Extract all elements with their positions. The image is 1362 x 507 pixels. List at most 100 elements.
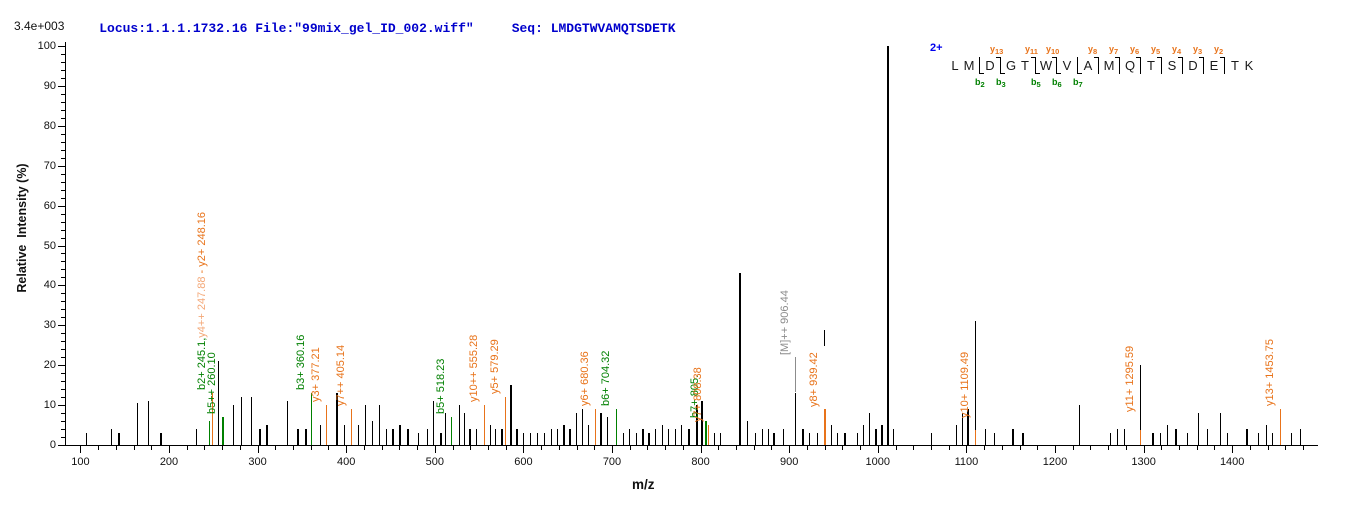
peak-label: b3+ 360.16 <box>294 334 307 391</box>
x-tick <box>346 446 348 453</box>
residue: W <box>1039 57 1053 73</box>
x-tick <box>98 446 100 450</box>
b-ion-label: b5 <box>1031 76 1041 89</box>
peak <box>1290 433 1293 445</box>
y-tick <box>61 189 65 191</box>
peak <box>1166 425 1169 445</box>
x-axis-line <box>65 445 1318 446</box>
peak <box>667 429 670 445</box>
x-tick <box>1090 446 1092 450</box>
y-tick <box>61 333 65 335</box>
x-tick <box>736 446 738 450</box>
fragment-line <box>1119 56 1120 74</box>
y-tick <box>61 197 65 199</box>
y-tick <box>61 309 65 311</box>
x-tick <box>1303 446 1305 450</box>
x-tick-label: 200 <box>159 456 179 468</box>
peak <box>464 413 466 445</box>
x-tick <box>984 446 986 450</box>
x-tick <box>1143 446 1145 453</box>
peak <box>844 433 846 445</box>
y-tick <box>61 389 65 391</box>
peak-label-segment: - y2+ 248.16 <box>195 212 208 274</box>
residue: M <box>963 57 975 73</box>
y-axis-line <box>65 42 66 445</box>
residue: M <box>1103 57 1115 73</box>
x-tick <box>452 446 454 450</box>
peak <box>259 429 261 445</box>
peak <box>654 429 656 445</box>
x-tick <box>222 446 224 450</box>
peak <box>875 429 877 445</box>
x-tick-label: 800 <box>691 456 710 468</box>
peak <box>1197 413 1200 445</box>
x-tick-label: 600 <box>514 456 533 468</box>
y-tick <box>58 125 65 127</box>
x-tick <box>1249 446 1251 450</box>
y-tick-label: 70 <box>43 159 56 172</box>
y-tick <box>61 341 65 343</box>
b-ion-arm <box>1077 72 1082 74</box>
fragment-line <box>1140 56 1141 74</box>
y-ion-arm <box>1094 56 1099 58</box>
peak <box>588 425 590 445</box>
y-tick <box>61 69 65 71</box>
y-ion-label: y7 <box>1109 43 1119 56</box>
peak <box>628 429 631 445</box>
peak <box>458 405 461 445</box>
x-tick-label: 1300 <box>1131 456 1156 468</box>
peak <box>696 405 698 445</box>
peak <box>266 425 268 445</box>
peak <box>635 433 638 445</box>
peak <box>550 429 553 445</box>
peak <box>868 413 871 445</box>
peak-label: y6+ 680.36 <box>578 351 591 407</box>
peak <box>830 425 833 445</box>
y-tick <box>58 165 65 167</box>
peak <box>495 429 497 445</box>
peak <box>110 429 112 445</box>
b-ion-arm <box>979 72 984 74</box>
y-tick <box>58 46 65 47</box>
x-tick <box>612 446 613 453</box>
peak <box>364 405 367 445</box>
peak <box>399 425 401 445</box>
x-tick <box>948 446 950 450</box>
residue: L <box>951 57 959 73</box>
peak <box>606 417 609 445</box>
peak <box>407 429 409 445</box>
peak <box>824 409 826 445</box>
fragment-line <box>1098 56 1099 74</box>
peak-label: b5+ 518.23 <box>434 358 447 415</box>
peak <box>967 409 969 445</box>
fragment-boundary: y6 <box>1130 44 1144 74</box>
fragment-boundary: y5 <box>1151 44 1165 74</box>
residue: T <box>1021 57 1029 73</box>
x-tick <box>594 446 596 450</box>
peak <box>773 433 775 445</box>
y-tick-label: 100 <box>37 40 56 52</box>
peak <box>529 433 531 445</box>
peak <box>856 433 858 445</box>
peak <box>1272 433 1274 445</box>
peak <box>1159 433 1161 445</box>
peak <box>536 433 539 445</box>
b-ion-label: b2 <box>975 76 985 89</box>
y-tick-label: 60 <box>43 199 56 212</box>
x-tick-label: 1100 <box>954 456 979 468</box>
peak-label: y13+ 1453.75 <box>1263 339 1276 407</box>
residue: A <box>1083 57 1093 73</box>
x-tick <box>789 446 791 453</box>
fragment-line <box>1161 56 1162 74</box>
fragment-line <box>1182 56 1183 74</box>
y-tick <box>61 301 65 303</box>
y-tick-label: 30 <box>43 319 56 332</box>
fragment-boundary: y8 <box>1088 44 1102 74</box>
x-tick <box>1055 446 1056 453</box>
peak <box>1246 429 1248 445</box>
peak <box>974 321 977 445</box>
x-tick <box>576 446 578 450</box>
x-tick-label: 500 <box>425 456 444 468</box>
peak <box>392 429 394 445</box>
